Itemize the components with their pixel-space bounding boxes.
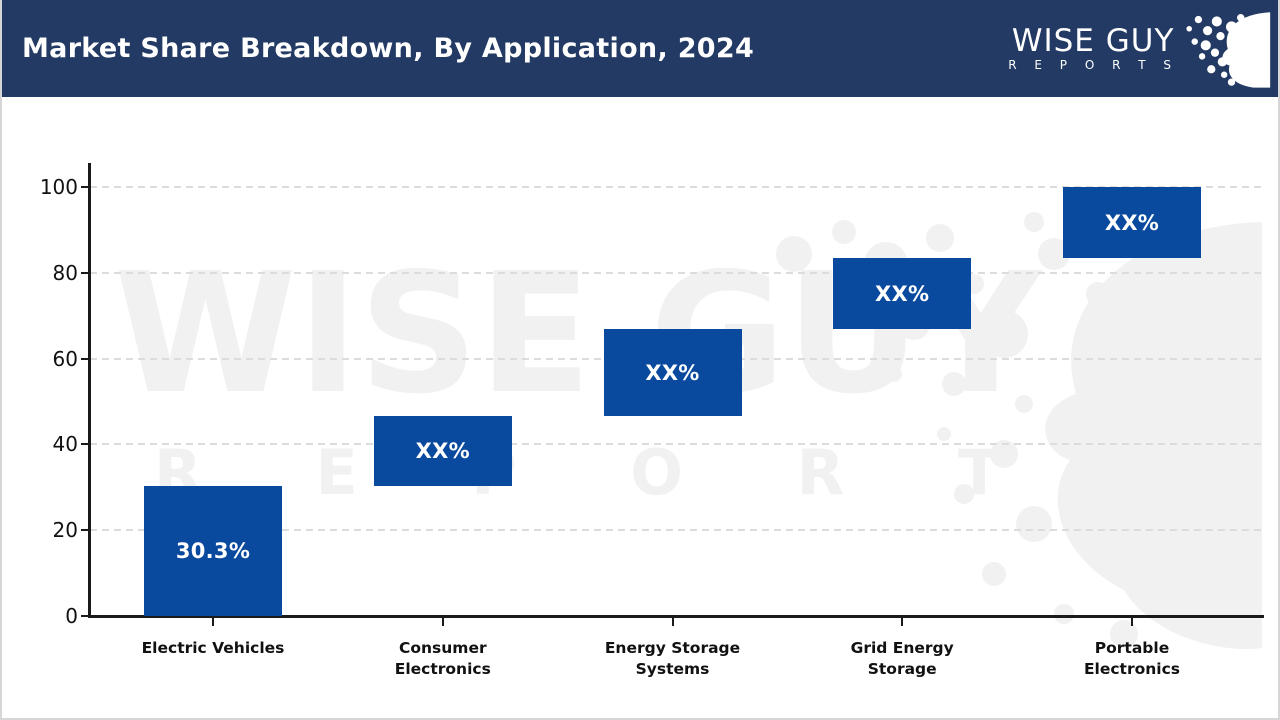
x-category-label: Energy Storage Systems — [558, 638, 788, 680]
x-category-label-line: Electronics — [394, 660, 491, 678]
y-tick-mark — [81, 186, 90, 188]
bar-value-label: XX% — [415, 439, 470, 464]
page-title: Market Share Breakdown, By Application, … — [22, 33, 755, 64]
x-tick-mark — [212, 618, 214, 626]
logo-face-icon — [1186, 11, 1271, 88]
y-tick-mark — [81, 271, 90, 274]
y-tick-mark — [81, 357, 90, 360]
x-category-label-line: Portable — [1094, 639, 1170, 657]
y-axis-spine — [88, 163, 91, 618]
x-category-label-line: Systems — [635, 660, 710, 678]
y-tick-label: 40 — [52, 432, 78, 457]
x-category-label: Electric Vehicles — [98, 638, 328, 659]
x-category-label-line: Consumer — [398, 639, 487, 657]
x-tick-mark — [441, 618, 444, 626]
bar: XX% — [373, 416, 512, 486]
bar-value-label: 30.3% — [175, 538, 251, 563]
x-category-label: Portable Electronics — [1017, 638, 1247, 680]
gridline — [90, 443, 1264, 446]
x-tick-mark — [671, 618, 674, 626]
x-tick-mark — [901, 618, 904, 626]
gridline — [90, 271, 1264, 274]
x-category-label-line: Electric Vehicles — [141, 639, 285, 657]
y-tick-label: 80 — [52, 260, 78, 285]
logo: WISE GUY R E P O R T S — [1008, 0, 1272, 97]
x-category-label: Consumer Electronics — [328, 638, 558, 680]
gridline — [90, 186, 1264, 188]
bar-value-label: XX% — [1104, 210, 1160, 235]
x-category-label-line: Grid Energy — [850, 639, 954, 657]
logo-wordmark: WISE GUY — [1011, 23, 1175, 59]
bar-value-label: XX% — [645, 360, 700, 385]
x-category-label: Grid Energy Storage — [787, 638, 1017, 680]
x-tick-mark — [1131, 618, 1133, 626]
bar: XX% — [1063, 187, 1201, 259]
bar-value-label: XX% — [875, 281, 930, 306]
watermark-face-icon — [776, 212, 1262, 650]
bar: 30.3% — [144, 486, 282, 616]
logo-subtext: R E P O R T S — [1008, 58, 1178, 72]
y-tick-label: 0 — [65, 604, 78, 628]
gridline — [90, 529, 1264, 532]
x-category-label-line: Energy Storage — [604, 639, 741, 657]
x-category-label-line: Electronics — [1083, 660, 1181, 678]
x-axis-spine — [88, 615, 1264, 618]
y-tick-label: 60 — [52, 346, 78, 371]
y-tick-label: 20 — [52, 518, 78, 543]
y-tick-mark — [81, 529, 90, 532]
y-tick-mark — [81, 615, 90, 617]
header: Market Share Breakdown, By Application, … — [2, 0, 1278, 97]
bar: XX% — [603, 328, 742, 417]
y-tick-label: 100 — [39, 175, 78, 199]
x-category-label-line: Storage — [867, 660, 937, 678]
logo-text: WISE GUY R E P O R T S — [1008, 25, 1178, 72]
y-tick-mark — [81, 443, 90, 446]
bar: XX% — [833, 258, 972, 329]
